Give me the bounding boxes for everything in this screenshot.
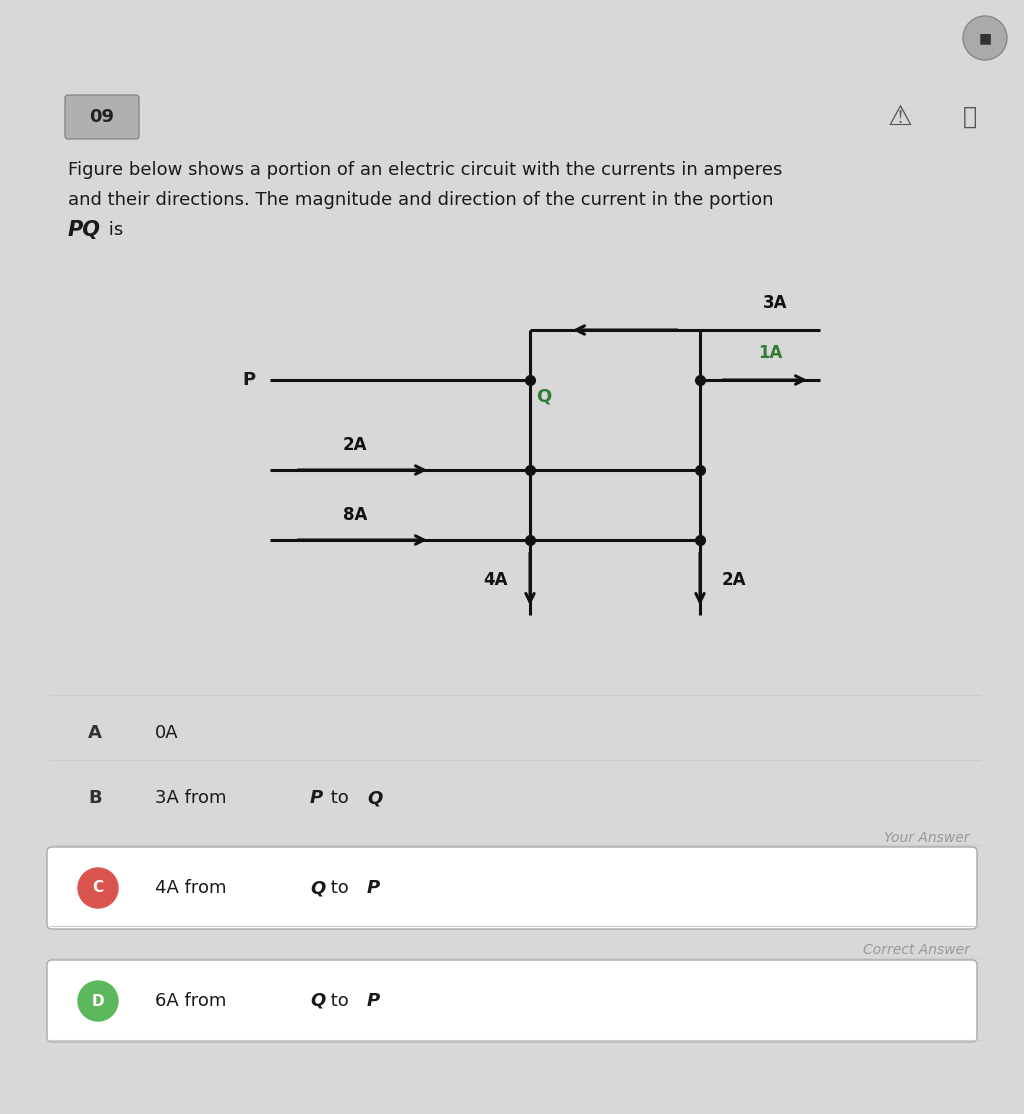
Text: to: to [325,991,354,1010]
Text: PQ: PQ [68,219,101,240]
Text: B: B [88,789,101,807]
Text: and their directions. The magnitude and direction of the current in the portion: and their directions. The magnitude and … [68,190,773,209]
Text: ■: ■ [979,31,991,45]
Text: A: A [88,724,101,742]
Text: 2A: 2A [343,436,368,455]
Text: 6A from: 6A from [155,991,232,1010]
Text: Your Answer: Your Answer [885,831,970,846]
FancyBboxPatch shape [65,95,139,139]
Text: D: D [92,994,104,1008]
Text: P: P [310,789,324,807]
Text: Correct Answer: Correct Answer [863,942,970,957]
Text: 3A from: 3A from [155,789,232,807]
Text: 8A: 8A [343,506,368,524]
Text: ⚠: ⚠ [888,102,912,131]
Text: 2A: 2A [722,571,746,589]
FancyBboxPatch shape [47,960,977,1042]
Text: 09: 09 [89,108,115,126]
Text: Q: Q [310,879,326,897]
Text: Q: Q [310,991,326,1010]
Circle shape [78,981,118,1022]
Text: P: P [242,371,255,389]
Text: to: to [325,879,354,897]
Text: P: P [367,879,380,897]
Text: 3A: 3A [763,294,787,312]
Text: 0A: 0A [155,724,178,742]
Text: Q: Q [367,789,382,807]
Text: 🔖: 🔖 [963,105,977,129]
Text: 1A: 1A [758,344,782,362]
Circle shape [78,868,118,908]
Text: P: P [367,991,380,1010]
Text: Figure below shows a portion of an electric circuit with the currents in amperes: Figure below shows a portion of an elect… [68,162,782,179]
Text: is: is [103,221,123,240]
Text: Q: Q [536,388,551,405]
Text: 4A: 4A [483,571,508,589]
FancyBboxPatch shape [47,847,977,929]
Text: C: C [92,880,103,896]
Text: 4A from: 4A from [155,879,232,897]
Text: to: to [325,789,354,807]
Circle shape [963,16,1007,60]
